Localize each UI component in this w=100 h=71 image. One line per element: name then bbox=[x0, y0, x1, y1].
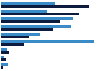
Bar bbox=[1, 58, 6, 61]
Bar bbox=[1, 51, 9, 54]
Bar bbox=[1, 40, 94, 43]
Bar bbox=[1, 20, 60, 23]
Bar bbox=[1, 17, 73, 20]
Bar bbox=[1, 43, 23, 46]
Bar bbox=[1, 25, 71, 28]
Bar bbox=[1, 66, 3, 69]
Bar bbox=[1, 5, 89, 8]
Bar bbox=[1, 56, 4, 58]
Bar bbox=[1, 33, 40, 36]
Bar bbox=[1, 36, 29, 38]
Bar bbox=[1, 63, 8, 66]
Bar bbox=[1, 2, 55, 5]
Bar bbox=[1, 48, 7, 51]
Bar bbox=[1, 13, 78, 15]
Bar bbox=[1, 10, 47, 13]
Bar bbox=[1, 28, 53, 31]
